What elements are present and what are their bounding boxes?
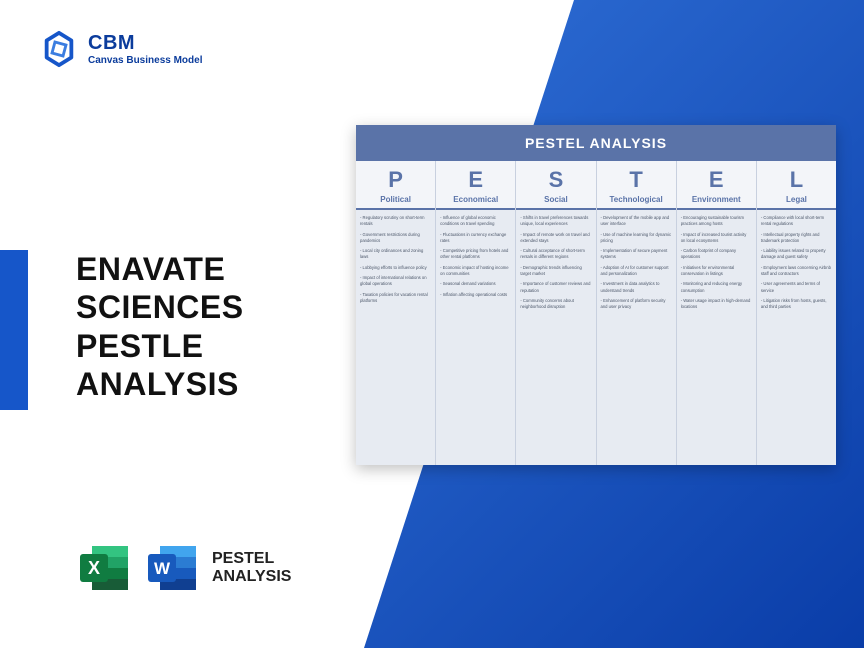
pestel-column: EEnvironment - Encouraging sustainable to…	[676, 161, 756, 465]
pestel-item: - Impact of international relations on g…	[360, 275, 431, 288]
pestel-item: - Development of the mobile app and user…	[601, 215, 672, 228]
pestel-item: - Seasonal demand variations	[440, 281, 511, 287]
pestel-item: - Economic impact of hosting income on c…	[440, 265, 511, 278]
pestel-item: - Cultural acceptance of short-term rent…	[520, 248, 591, 261]
pestel-item: - Initiatives for environmental conserva…	[681, 265, 752, 278]
pestel-item: - Demographic trends influencing target …	[520, 265, 591, 278]
pestel-item: - Water usage impact in high-demand loca…	[681, 298, 752, 311]
svg-text:W: W	[154, 559, 171, 578]
excel-icon: X	[76, 540, 132, 596]
pestel-item: - Competitive pricing from hotels and ot…	[440, 248, 511, 261]
pestel-column-items: - Development of the mobile app and user…	[597, 210, 676, 320]
pestel-column: PPolitical - Regulatory scrutiny on short…	[356, 161, 435, 465]
pestel-column: SSocial - Shifts in travel preferences to…	[515, 161, 595, 465]
pestel-item: - Litigation risks from hosts, guests, a…	[761, 298, 832, 311]
pestel-item: - Taxation policies for vacation rental …	[360, 292, 431, 305]
brand-name: CBM	[88, 32, 202, 55]
pestel-column-letter: S	[516, 161, 595, 195]
pestel-column: LLegal - Compliance with local short-term…	[756, 161, 836, 465]
pestel-item: - Fluctuations in currency exchange rate…	[440, 232, 511, 245]
pestel-column-name: Environment	[677, 195, 756, 210]
pestel-item: - Impact of remote work on travel and ex…	[520, 232, 591, 245]
pestel-column-name: Technological	[597, 195, 676, 210]
brand-tagline: Canvas Business Model	[88, 55, 202, 66]
pestel-column-name: Economical	[436, 195, 515, 210]
pestel-column-name: Legal	[757, 195, 836, 210]
word-icon: W	[144, 540, 200, 596]
pestel-item: - Investment in data analytics to unders…	[601, 281, 672, 294]
pestel-item: - Lobbying efforts to influence policy	[360, 265, 431, 271]
pestel-column: TTechnological - Development of the mobil…	[596, 161, 676, 465]
pestel-card: PESTEL ANALYSIS PPolitical - Regulatory s…	[356, 125, 836, 465]
pestel-item: - Shifts in travel preferences towards u…	[520, 215, 591, 228]
pestel-column-items: - Encouraging sustainable tourism practi…	[677, 210, 756, 320]
pestel-column-name: Political	[356, 195, 435, 210]
pestel-item: - Carbon footprint of company operations	[681, 248, 752, 261]
pestel-item: - Implementation of secure payment syste…	[601, 248, 672, 261]
pestel-column-letter: E	[436, 161, 515, 195]
pestel-item: - Intellectual property rights and trade…	[761, 232, 832, 245]
pestel-item: - Compliance with local short-term renta…	[761, 215, 832, 228]
brand-logo-block: CBM Canvas Business Model	[40, 30, 202, 68]
format-label: PESTELANALYSIS	[212, 550, 291, 587]
pestel-item: - Impact of increased tourist activity o…	[681, 232, 752, 245]
pestel-column-items: - Regulatory scrutiny on short-term rent…	[356, 210, 435, 313]
page-title: ENAVATE SCIENCES PESTLE ANALYSIS	[76, 250, 356, 404]
pestel-column-items: - Influence of global economic condition…	[436, 210, 515, 307]
pestel-column-items: - Compliance with local short-term renta…	[757, 210, 836, 320]
pestel-item: - Government restrictions during pandemi…	[360, 232, 431, 245]
pestel-column-letter: L	[757, 161, 836, 195]
pestel-item: - Influence of global economic condition…	[440, 215, 511, 228]
pestel-column-items: - Shifts in travel preferences towards u…	[516, 210, 595, 320]
pestel-column-letter: T	[597, 161, 676, 195]
pestel-title: PESTEL ANALYSIS	[356, 125, 836, 161]
pestel-item: - Importance of customer reviews and rep…	[520, 281, 591, 294]
pestel-item: - Use of machine learning for dynamic pr…	[601, 232, 672, 245]
pestel-item: - Liability issues related to property d…	[761, 248, 832, 261]
pestel-column: EEconomical - Influence of global economi…	[435, 161, 515, 465]
brand-logo-icon	[40, 30, 78, 68]
pestel-column-name: Social	[516, 195, 595, 210]
pestel-item: - Enhancement of platform security and u…	[601, 298, 672, 311]
format-row: X W PESTELANALYSIS	[76, 540, 291, 596]
pestel-column-letter: E	[677, 161, 756, 195]
svg-text:X: X	[88, 558, 100, 578]
pestel-item: - Monitoring and reducing energy consump…	[681, 281, 752, 294]
pestel-item: - Community concerns about neighborhood …	[520, 298, 591, 311]
pestel-item: - Local city ordinances and zoning laws	[360, 248, 431, 261]
pestel-item: - Regulatory scrutiny on short-term rent…	[360, 215, 431, 228]
pestel-table: PPolitical - Regulatory scrutiny on short…	[356, 161, 836, 465]
accent-bar	[0, 250, 28, 410]
pestel-item: - Adoption of AI for customer support an…	[601, 265, 672, 278]
pestel-item: - Employment laws concerning Airbnb staf…	[761, 265, 832, 278]
pestel-item: - User agreements and terms of service	[761, 281, 832, 294]
pestel-item: - Inflation affecting operational costs	[440, 292, 511, 298]
pestel-item: - Encouraging sustainable tourism practi…	[681, 215, 752, 228]
pestel-column-letter: P	[356, 161, 435, 195]
